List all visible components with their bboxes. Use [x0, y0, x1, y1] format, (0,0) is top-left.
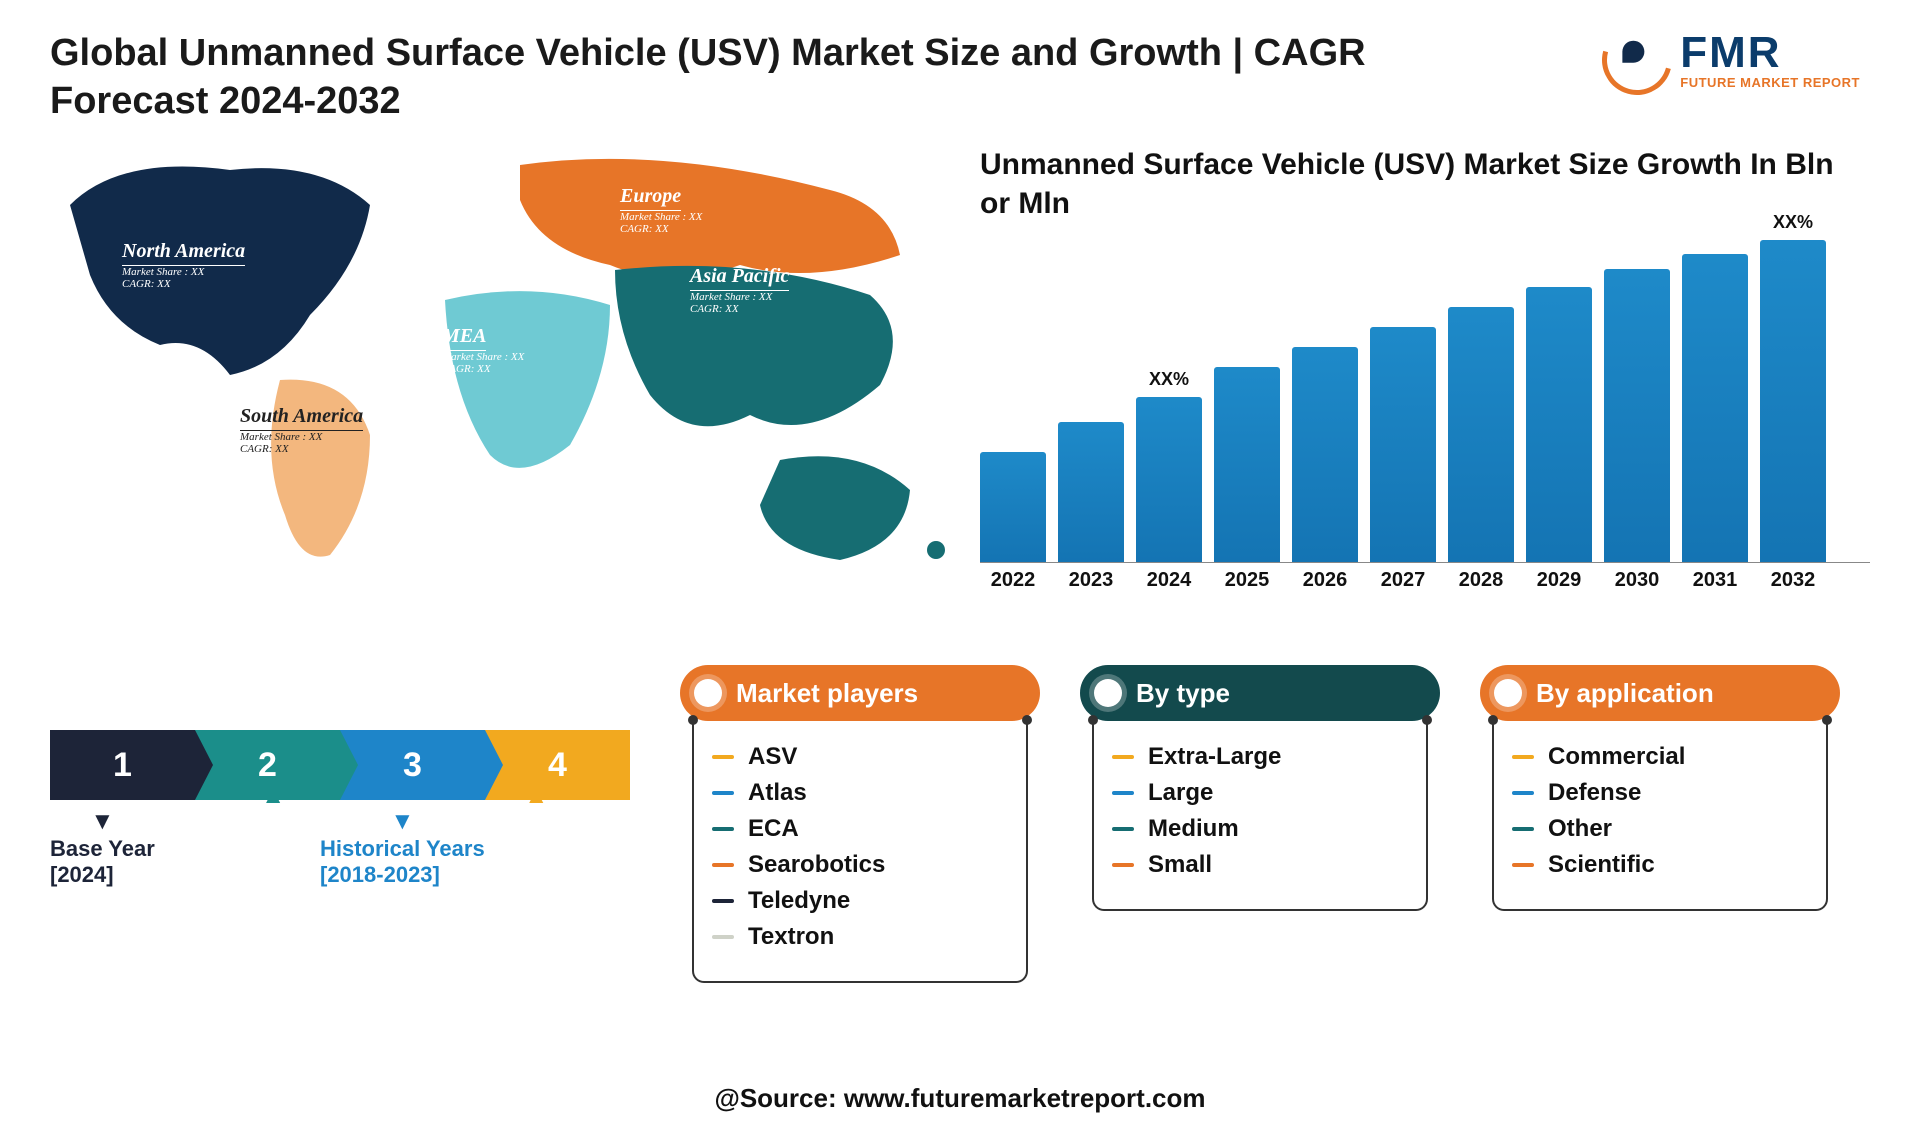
bar-note: XX% [1773, 212, 1813, 233]
bar-2030: 2030 [1604, 269, 1670, 562]
panel-item: Medium [1112, 811, 1408, 847]
bar-2022: 2022 [980, 452, 1046, 562]
bar-2024: 2024XX% [1136, 397, 1202, 562]
region-label-ap: Asia PacificMarket Share : XXCAGR: XX [690, 265, 789, 315]
logo-icon [1589, 12, 1685, 108]
timeline-box-1: 1 [50, 730, 195, 800]
panel-item: Extra-Large [1112, 739, 1408, 775]
source-text: @Source: www.futuremarketreport.com [0, 1083, 1920, 1114]
region-label-na: North AmericaMarket Share : XXCAGR: XX [122, 240, 245, 290]
bar-label: 2032 [1771, 569, 1816, 592]
panel-item: Scientific [1512, 847, 1808, 883]
bar-2027: 2027 [1370, 327, 1436, 562]
bar-label: 2025 [1225, 569, 1270, 592]
panel-item: Commercial [1512, 739, 1808, 775]
bar-label: 2026 [1303, 569, 1348, 592]
panel-header: By application [1480, 665, 1840, 721]
panel-item: Other [1512, 811, 1808, 847]
region-label-mea: MEAMarket Share : XXCAGR: XX [442, 325, 524, 375]
panel-body: ASVAtlasECASearoboticsTeledyneTextron [692, 721, 1028, 983]
panel-body: CommercialDefenseOtherScientific [1492, 721, 1828, 911]
region-ap-aus [760, 456, 910, 560]
page-title: Global Unmanned Surface Vehicle (USV) Ma… [50, 30, 1470, 125]
bar-label: 2022 [991, 569, 1036, 592]
bar-2023: 2023 [1058, 422, 1124, 562]
timeline-bottom-label: ▼Historical Years[2018-2023] [320, 808, 485, 888]
logo-text-sub: FUTURE MARKET REPORT [1680, 75, 1860, 90]
panel-header: By type [1080, 665, 1440, 721]
panel-item: Textron [712, 919, 1008, 955]
panel-item: Large [1112, 775, 1408, 811]
bar-note: XX% [1149, 369, 1189, 390]
timeline-infographic: Forecast Years[2024-2032]▲CAGRXX%%▲ 1234… [50, 665, 630, 983]
timeline-box-2: 2 [195, 730, 340, 800]
panel-by-application: By applicationCommercialDefenseOtherScie… [1480, 665, 1840, 983]
panel-body: Extra-LargeLargeMediumSmall [1092, 721, 1428, 911]
panel-item: Teledyne [712, 883, 1008, 919]
panel-item: Atlas [712, 775, 1008, 811]
region-label-sa: South AmericaMarket Share : XXCAGR: XX [240, 405, 363, 455]
panel-item: Defense [1512, 775, 1808, 811]
panel-item: Small [1112, 847, 1408, 883]
logo-text-main: FMR [1680, 31, 1860, 75]
bar-label: 2030 [1615, 569, 1660, 592]
region-mea [445, 291, 610, 468]
bar-2029: 2029 [1526, 287, 1592, 562]
bar-label: 2027 [1381, 569, 1426, 592]
region-eu [520, 159, 900, 278]
world-map: North AmericaMarket Share : XXCAGR: XX So… [50, 145, 950, 575]
region-ap-nz [927, 541, 945, 559]
bar-2031: 2031 [1682, 254, 1748, 562]
panel-item: ECA [712, 811, 1008, 847]
bar-2032: 2032XX% [1760, 240, 1826, 562]
bar-label: 2024 [1147, 569, 1192, 592]
bar-label: 2028 [1459, 569, 1504, 592]
bar-2025: 2025 [1214, 367, 1280, 562]
panel-market-players: Market playersASVAtlasECASearoboticsTele… [680, 665, 1040, 983]
bar-label: 2023 [1069, 569, 1114, 592]
panel-item: ASV [712, 739, 1008, 775]
bar-2026: 2026 [1292, 347, 1358, 562]
timeline-box-3: 3 [340, 730, 485, 800]
panel-header: Market players [680, 665, 1040, 721]
bar-chart: Unmanned Surface Vehicle (USV) Market Si… [980, 145, 1870, 575]
bar-label: 2029 [1537, 569, 1582, 592]
panel-item: Searobotics [712, 847, 1008, 883]
chart-title: Unmanned Surface Vehicle (USV) Market Si… [980, 145, 1870, 223]
fmr-logo: FMR FUTURE MARKET REPORT [1602, 25, 1860, 95]
bar-2028: 2028 [1448, 307, 1514, 562]
timeline-box-4: 4 [485, 730, 630, 800]
panel-by-type: By typeExtra-LargeLargeMediumSmall [1080, 665, 1440, 983]
chart-bars: 202220232024XX%2025202620272028202920302… [980, 233, 1870, 563]
bar-label: 2031 [1693, 569, 1738, 592]
timeline-bottom-label: ▼Base Year[2024] [50, 808, 155, 888]
region-label-eu: EuropeMarket Share : XXCAGR: XX [620, 185, 702, 235]
timeline-boxes: 1234 [50, 730, 630, 800]
